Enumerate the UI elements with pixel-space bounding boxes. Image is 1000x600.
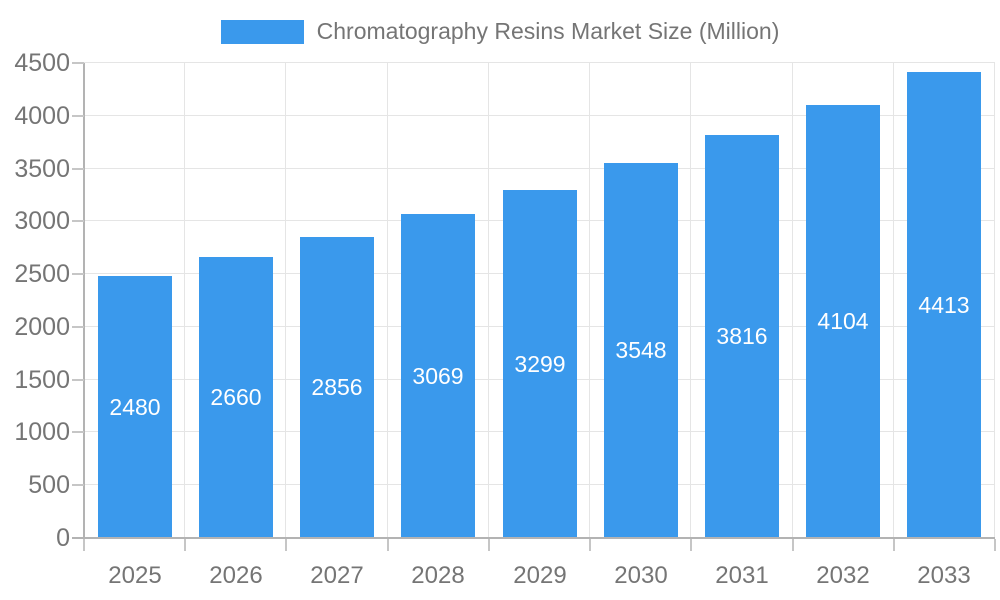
y-tick-label: 500	[28, 471, 70, 499]
y-axis-tick	[72, 168, 84, 170]
bar[interactable]: 3548	[604, 163, 678, 538]
bar-value-label: 3816	[716, 323, 768, 349]
gridline-vertical	[792, 63, 793, 538]
bar-value-label: 2856	[311, 374, 363, 400]
y-tick-label: 1500	[14, 366, 70, 394]
x-tick-label: 2029	[513, 562, 567, 589]
gridline-horizontal	[84, 62, 995, 63]
y-axis-tick	[72, 484, 84, 486]
gridline-vertical	[488, 63, 489, 538]
x-axis-tick	[488, 539, 490, 551]
y-tick-label: 3000	[14, 207, 70, 235]
x-axis-tick	[994, 539, 996, 551]
bar[interactable]: 3816	[705, 135, 779, 538]
y-tick-label: 3500	[14, 155, 70, 183]
bar[interactable]: 2660	[199, 257, 273, 538]
bar-value-label: 3548	[615, 337, 667, 363]
x-axis-tick	[690, 539, 692, 551]
legend-label: Chromatography Resins Market Size (Milli…	[316, 18, 780, 44]
gridline-vertical	[285, 63, 286, 538]
y-axis-tick	[72, 379, 84, 381]
bar-value-label: 3069	[412, 362, 464, 389]
y-axis-tick	[72, 273, 84, 275]
x-axis-line	[72, 537, 995, 539]
y-tick-label: 1000	[14, 418, 70, 446]
gridline-vertical	[690, 63, 691, 538]
legend[interactable]: Chromatography Resins Market Size (Milli…	[0, 18, 1000, 45]
bar[interactable]: 3299	[503, 190, 577, 538]
x-axis-tick	[387, 539, 389, 551]
x-axis-tick	[589, 539, 591, 551]
gridline-horizontal	[84, 168, 995, 169]
x-tick-label: 2026	[209, 562, 263, 589]
y-tick-label: 0	[56, 524, 70, 552]
bar[interactable]: 4104	[806, 105, 880, 538]
x-tick-label: 2030	[614, 562, 668, 589]
bar[interactable]: 2480	[98, 276, 172, 538]
x-axis-tick	[83, 539, 85, 551]
y-tick-label: 2500	[14, 260, 70, 288]
legend-swatch	[220, 19, 304, 44]
x-axis-tick	[184, 539, 186, 551]
gridline-vertical	[893, 63, 894, 538]
bar-value-label: 2480	[109, 393, 161, 420]
y-axis-line	[83, 63, 85, 551]
x-tick-label: 2028	[411, 562, 465, 589]
bar-value-label: 4104	[817, 308, 869, 334]
y-axis-tick	[72, 431, 84, 433]
gridline-horizontal	[84, 115, 995, 116]
y-tick-label: 2000	[14, 313, 70, 341]
gridline-vertical	[589, 63, 590, 538]
y-axis-tick	[72, 326, 84, 328]
bar-value-label: 3299	[514, 350, 566, 377]
bar-value-label: 2660	[210, 384, 262, 410]
x-tick-label: 2033	[917, 562, 971, 589]
bar[interactable]: 4413	[907, 72, 981, 538]
x-tick-label: 2032	[816, 562, 870, 589]
y-tick-label: 4000	[14, 102, 70, 130]
gridline-vertical	[184, 63, 185, 538]
x-tick-label: 2025	[108, 562, 162, 589]
y-axis-tick	[72, 220, 84, 222]
gridline-vertical	[387, 63, 388, 538]
x-tick-label: 2031	[715, 562, 769, 589]
bar[interactable]: 2856	[300, 237, 374, 538]
y-tick-label: 4500	[14, 49, 70, 77]
y-axis-tick	[72, 115, 84, 117]
bar[interactable]: 3069	[401, 214, 475, 538]
x-axis-tick	[285, 539, 287, 551]
x-axis-tick	[893, 539, 895, 551]
x-tick-label: 2027	[310, 562, 364, 589]
bar-value-label: 4413	[918, 291, 970, 318]
gridline-vertical	[994, 63, 995, 538]
x-axis-tick	[792, 539, 794, 551]
y-axis-tick	[72, 62, 84, 64]
